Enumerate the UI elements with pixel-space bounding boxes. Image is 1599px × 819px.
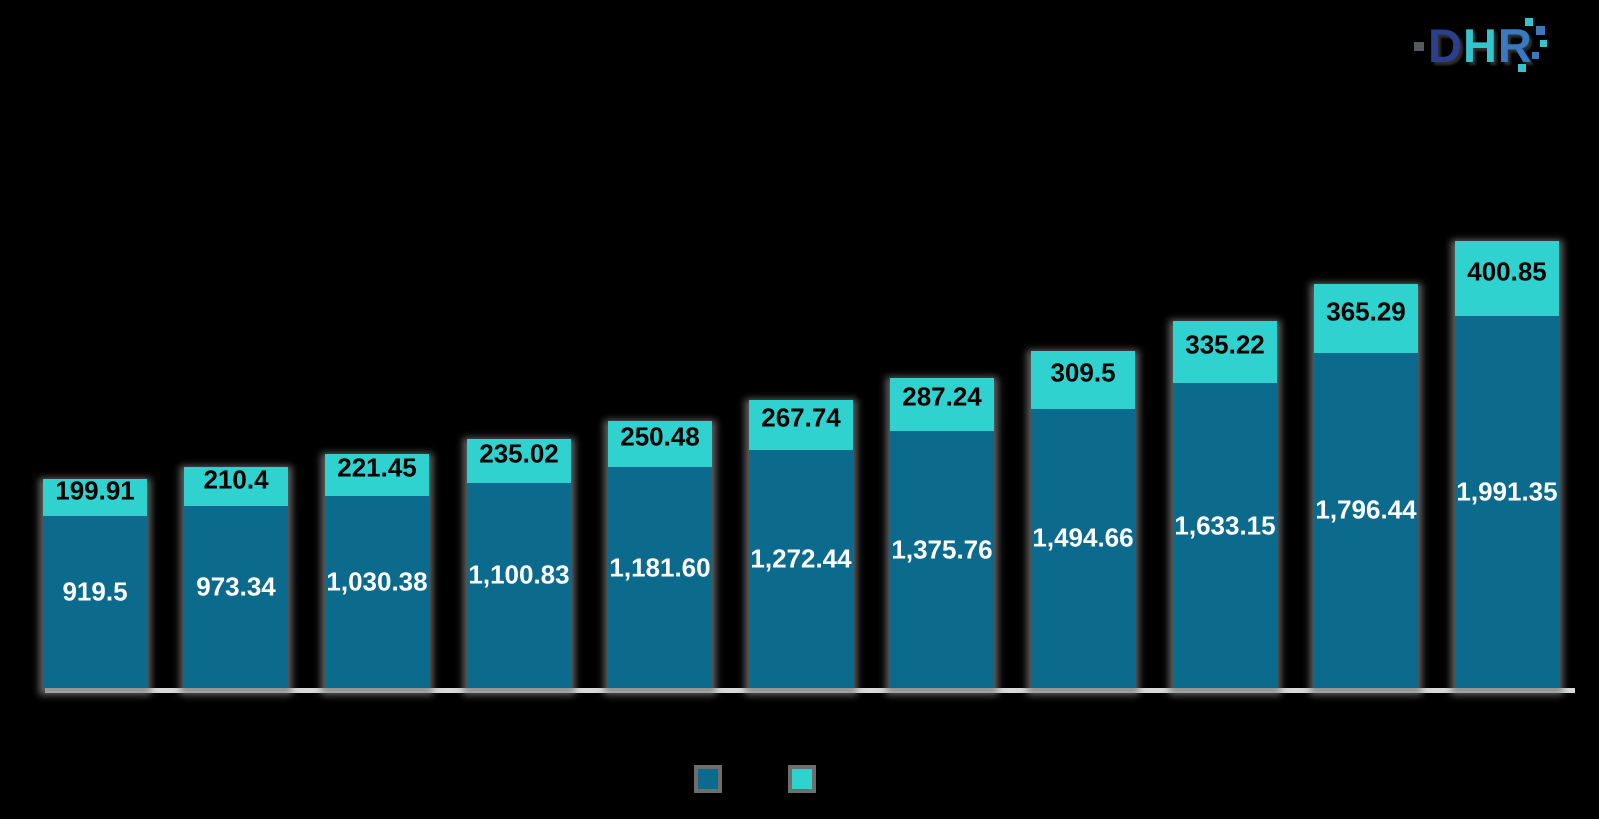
bar-segment-top: 400.85 — [1455, 241, 1559, 317]
bar-label-bottom: 1,633.15 — [1174, 510, 1276, 541]
bar-label-bottom: 1,272.44 — [750, 543, 852, 574]
bar-segment-top: 221.45 — [325, 452, 429, 496]
bar-label-bottom: 1,100.83 — [468, 559, 570, 590]
bar-segment-top: 309.5 — [1031, 351, 1135, 409]
bar-label-top: 309.5 — [1050, 357, 1116, 388]
legend-swatch-light-series — [792, 769, 812, 789]
logo-pixel-decoration — [1532, 52, 1539, 59]
bar-segment-top: 199.91 — [43, 475, 147, 517]
bar-segment-bottom: 973.34 — [184, 506, 288, 688]
bar-segment-bottom: 1,494.66 — [1031, 408, 1135, 688]
logo-letter-h: H — [1462, 19, 1498, 72]
bar-group: 221.45 1,030.38 — [325, 452, 429, 688]
bar-segment-top: 287.24 — [890, 377, 994, 432]
bar-label-bottom: 1,991.35 — [1456, 476, 1558, 507]
bar-group: 210.4 973.34 — [184, 464, 288, 688]
bar-segment-top: 235.02 — [467, 438, 571, 483]
bar-segment-bottom: 1,181.60 — [608, 467, 712, 688]
bar-group: 287.24 1,375.76 — [890, 377, 994, 688]
bar-label-top: 267.74 — [761, 402, 841, 433]
bar-label-bottom: 919.5 — [62, 576, 128, 607]
bar-segment-bottom: 1,030.38 — [325, 495, 429, 688]
bar-group: 309.5 1,494.66 — [1031, 351, 1135, 688]
bar-label-bottom: 1,375.76 — [891, 534, 993, 565]
bar-group: 199.91 919.5 — [43, 475, 147, 688]
bar-segment-top: 335.22 — [1173, 320, 1277, 384]
bar-label-top: 221.45 — [337, 452, 417, 483]
bar-label-bottom: 1,796.44 — [1315, 494, 1417, 525]
dhr-logo: D H R — [1414, 18, 1558, 74]
bar-segment-bottom: 1,991.35 — [1455, 316, 1559, 688]
bar-segment-bottom: 1,796.44 — [1314, 352, 1418, 688]
bar-label-bottom: 1,030.38 — [326, 566, 428, 597]
logo-pixel-decoration — [1540, 40, 1547, 47]
bar-segment-top: 267.74 — [749, 400, 853, 451]
bar-segment-bottom: 1,100.83 — [467, 482, 571, 688]
bar-label-top: 250.48 — [620, 421, 700, 452]
bar-segment-top: 210.4 — [184, 464, 288, 507]
logo-pixel-decoration — [1536, 26, 1545, 35]
x-axis-baseline — [45, 688, 1575, 693]
logo-letter-r: R — [1497, 19, 1533, 72]
bar-segment-bottom: 1,272.44 — [749, 450, 853, 688]
logo-pixel-decoration — [1414, 42, 1424, 51]
bar-segment-bottom: 1,633.15 — [1173, 383, 1277, 688]
bar-label-bottom: 1,181.60 — [609, 552, 711, 583]
bar-label-top: 335.22 — [1185, 329, 1265, 360]
bar-label-top: 365.29 — [1326, 296, 1406, 327]
bar-segment-bottom: 1,375.76 — [890, 431, 994, 688]
bar-label-top: 199.91 — [55, 475, 135, 506]
bar-label-top: 235.02 — [479, 438, 559, 469]
bar-group: 335.22 1,633.15 — [1173, 320, 1277, 688]
bar-label-bottom: 1,494.66 — [1032, 522, 1134, 553]
logo-letters: D H R — [1428, 22, 1558, 70]
logo-pixel-decoration — [1525, 18, 1533, 26]
bar-label-top: 287.24 — [902, 381, 982, 412]
bar-label-top: 400.85 — [1467, 256, 1547, 287]
bar-group: 267.74 1,272.44 — [749, 400, 853, 688]
bar-segment-bottom: 919.5 — [43, 516, 147, 688]
bar-group: 250.48 1,181.60 — [608, 420, 712, 688]
bar-group: 400.85 1,991.35 — [1455, 241, 1559, 688]
bar-segment-top: 250.48 — [608, 420, 712, 468]
logo-letter-d: D — [1428, 19, 1463, 72]
logo-pixel-decoration — [1518, 64, 1526, 72]
bar-label-bottom: 973.34 — [196, 571, 276, 602]
bar-group: 365.29 1,796.44 — [1314, 284, 1418, 688]
legend-swatch-dark-series — [698, 769, 718, 789]
bar-label-top: 210.4 — [203, 464, 269, 495]
bar-segment-top: 365.29 — [1314, 284, 1418, 353]
bar-group: 235.02 1,100.83 — [467, 438, 571, 688]
